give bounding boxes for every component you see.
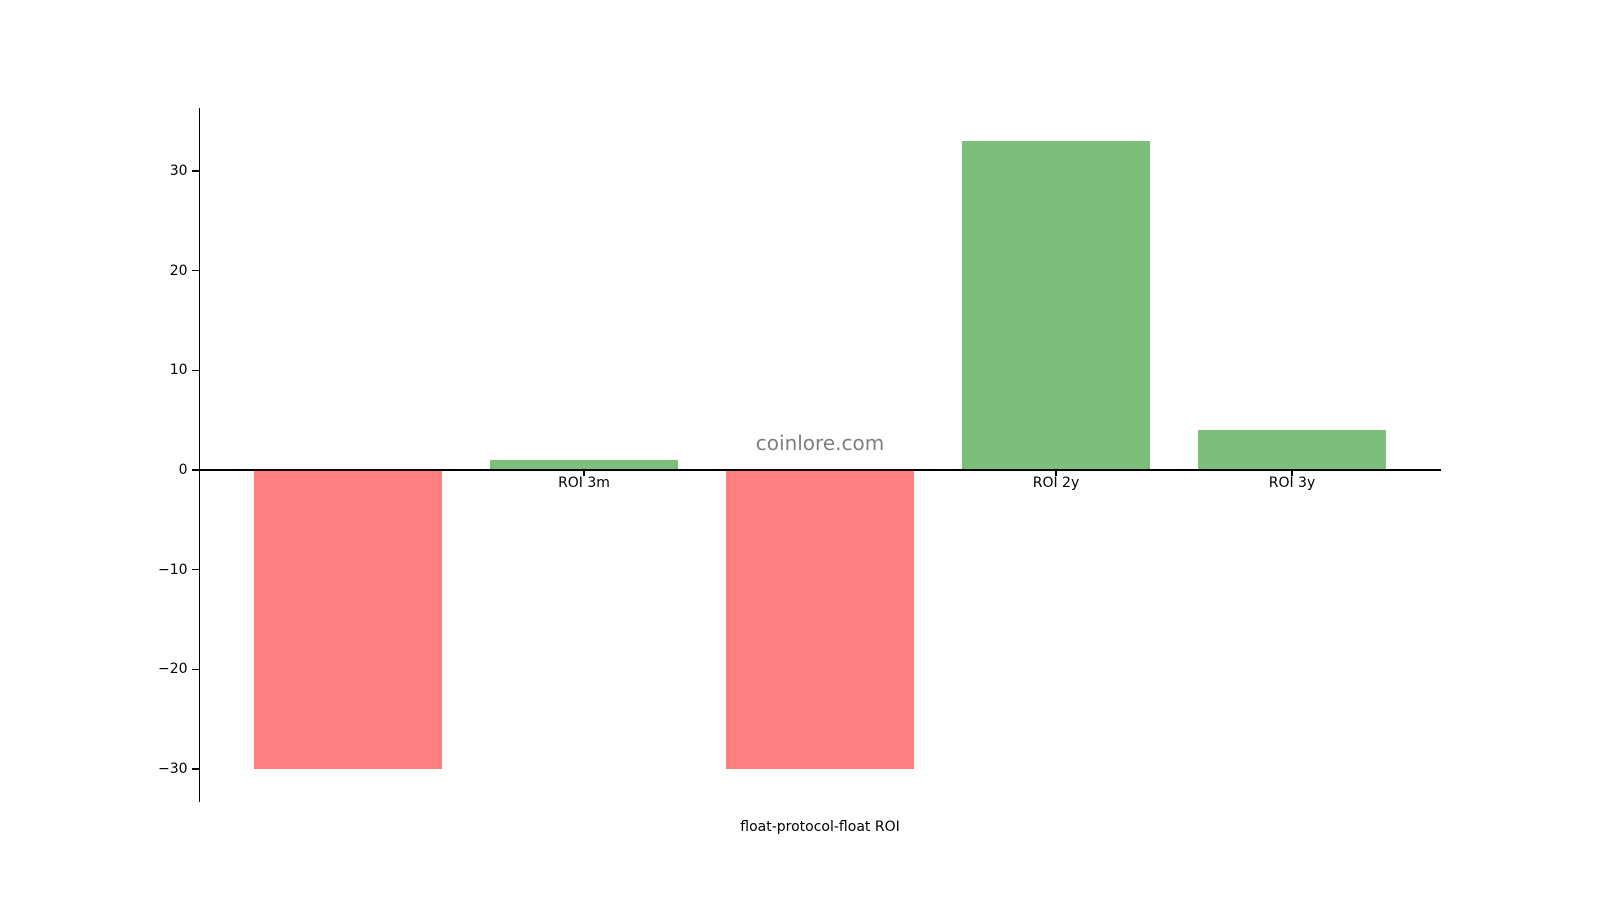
- x-axis: [198, 469, 1441, 471]
- y-axis-tick-label: 0: [178, 462, 188, 478]
- bar-positive: [962, 140, 1150, 470]
- x-axis-tick-label: ROI 3y: [1268, 475, 1316, 491]
- x-axis-tick-label: ROI 3m: [558, 475, 610, 491]
- watermark: coinlore.com: [755, 431, 885, 455]
- x-axis-tick: [1291, 470, 1293, 476]
- y-axis-tick: [191, 469, 199, 471]
- y-axis-tick: [191, 369, 199, 372]
- y-axis-tick-label: 20: [169, 262, 188, 279]
- y-axis-tick: [191, 170, 199, 172]
- x-axis-tick: [583, 470, 585, 476]
- y-axis-tick: [191, 768, 199, 770]
- y-axis: [198, 108, 201, 802]
- x-axis-tick-label: ROI 2y: [1032, 475, 1080, 491]
- y-axis-tick-label: −20: [158, 661, 188, 678]
- y-axis-tick: [191, 269, 199, 272]
- chart-title: float-protocol-float ROI: [740, 819, 900, 835]
- y-axis-tick-label: 10: [169, 362, 188, 379]
- y-axis-tick: [191, 568, 199, 571]
- y-axis-tick-label: −30: [158, 761, 188, 778]
- bar-negative: [726, 470, 914, 770]
- bar-negative: [254, 470, 442, 770]
- y-axis-tick: [191, 668, 199, 671]
- bar-positive: [490, 460, 678, 470]
- x-axis-tick: [1055, 470, 1057, 476]
- bar-positive: [1198, 430, 1386, 470]
- y-axis-tick-label: −10: [158, 561, 188, 578]
- y-axis-tick-label: 30: [169, 162, 188, 179]
